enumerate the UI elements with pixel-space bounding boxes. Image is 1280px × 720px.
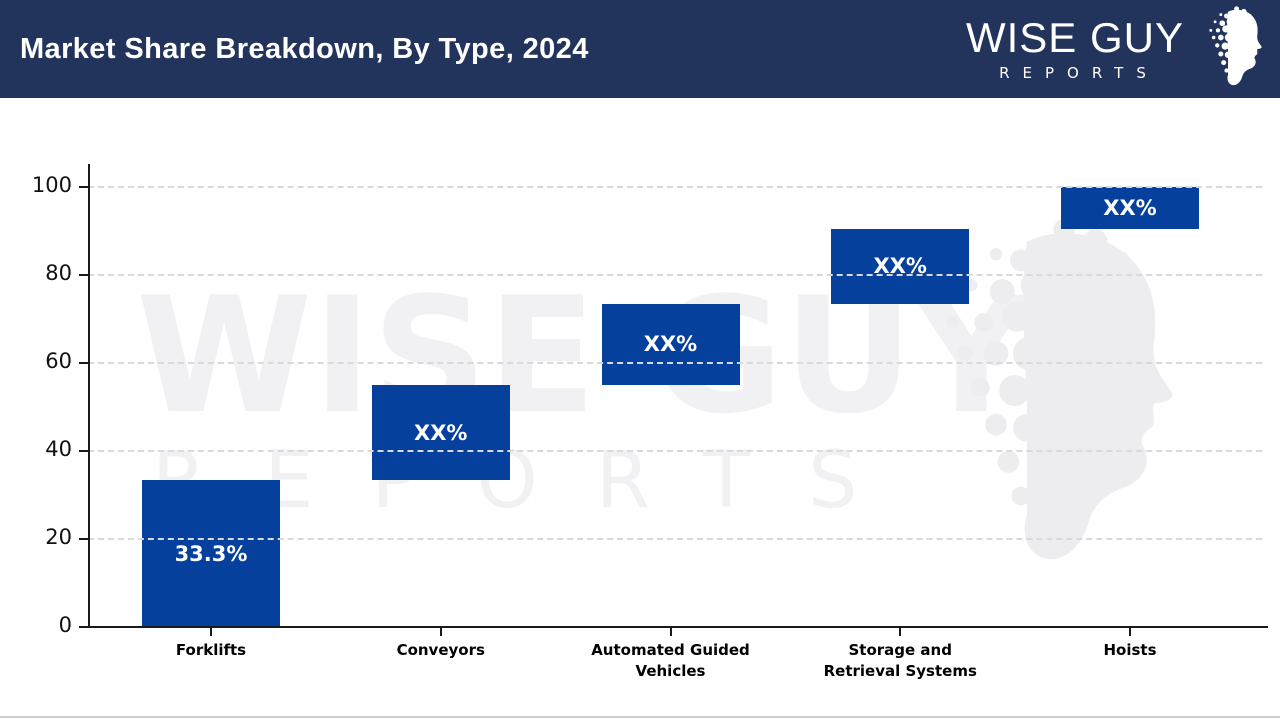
logo-subtitle: REPORTS <box>999 63 1159 82</box>
y-tick <box>79 274 88 276</box>
logo-text: WISE GUY REPORTS <box>965 13 1184 82</box>
watermark-dotted-face-icon <box>946 218 1173 560</box>
x-tick <box>669 628 672 636</box>
x-tick-label: Storage and Retrieval Systems <box>823 641 977 680</box>
gridline <box>88 450 1262 452</box>
y-tick <box>79 186 88 188</box>
y-tick-label: 0 <box>58 613 72 637</box>
y-tick <box>79 450 88 452</box>
x-tick <box>899 628 902 636</box>
bar-value-label: XX% <box>643 332 698 357</box>
x-axis-line <box>88 626 1268 628</box>
y-axis-line <box>88 164 90 628</box>
y-tick-label: 20 <box>45 525 72 549</box>
gridline <box>88 274 1262 276</box>
x-tick <box>1129 628 1131 636</box>
y-tick-label: 60 <box>45 349 72 373</box>
x-tick-label: Conveyors <box>396 641 485 659</box>
x-tick-label: Forklifts <box>175 641 247 659</box>
bar-value-label: XX% <box>414 420 468 445</box>
bar-forklifts: 33.3% <box>142 480 280 627</box>
wise-guy-reports-logo: WISE GUY REPORTS <box>966 6 1270 92</box>
dotted-face-icon <box>1209 6 1262 86</box>
gridline <box>88 362 1262 364</box>
bar-value-label: 33.3% <box>174 541 248 566</box>
bar-hoists: XX% <box>1061 187 1199 229</box>
y-tick <box>79 626 88 628</box>
gridline <box>88 186 1262 188</box>
x-tick-label: Automated Guided Vehicles <box>591 641 750 680</box>
header: Market Share Breakdown, By Type, 2024 WI… <box>0 0 1280 98</box>
gridline <box>88 538 1262 540</box>
bar-conveyors: XX% <box>371 385 510 481</box>
x-tick <box>210 628 212 636</box>
x-tick-label: Hoists <box>1103 641 1157 659</box>
logo-wordmark: WISE GUY <box>965 13 1184 61</box>
bottom-divider <box>0 716 1280 718</box>
x-tick <box>439 628 442 636</box>
bar-value-label: XX% <box>1103 195 1157 220</box>
bar-storage-and-retrieval-systems: XX% <box>831 228 970 304</box>
y-tick <box>79 362 88 364</box>
y-tick <box>79 538 88 540</box>
y-tick-label: 40 <box>45 437 72 461</box>
page-title: Market Share Breakdown, By Type, 2024 <box>20 32 589 65</box>
bar-automated-guided-vehicles: XX% <box>601 303 740 385</box>
y-tick-label: 100 <box>31 173 72 197</box>
y-tick-label: 80 <box>45 261 72 285</box>
